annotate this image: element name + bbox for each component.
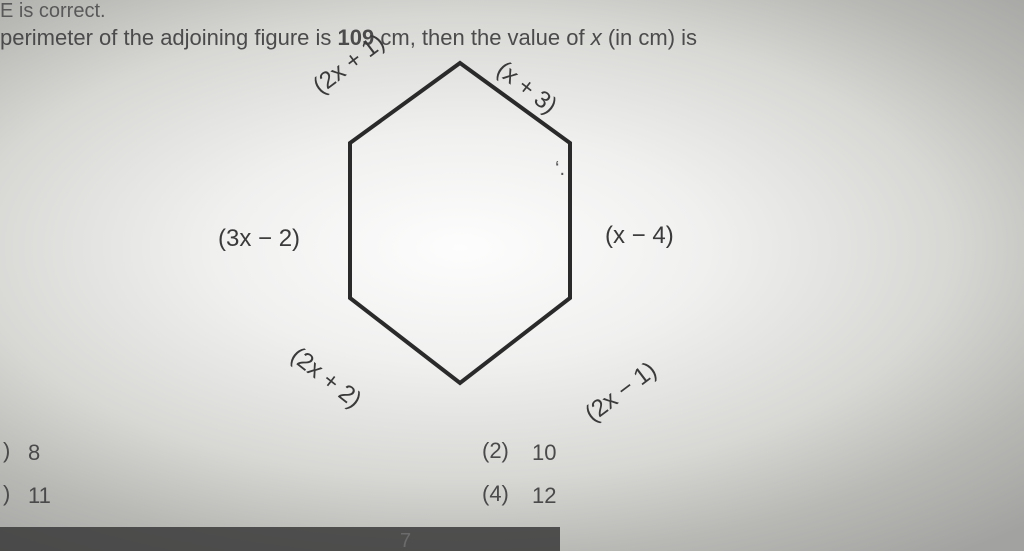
option-4-value: 12 xyxy=(532,483,556,509)
tick-mark: ‘. xyxy=(555,158,565,181)
question-prefix: perimeter of the adjoining figure is xyxy=(0,25,338,50)
option-4-marker: (4) xyxy=(482,481,509,507)
variable-x: x xyxy=(591,25,602,50)
option-2-value: 10 xyxy=(532,440,556,466)
bottom-dark-edge xyxy=(0,527,560,551)
side-label-mid-left: (3x − 2) xyxy=(218,225,300,253)
hexagon-svg xyxy=(280,48,640,398)
question-unit: cm, then the value of xyxy=(374,25,590,50)
fragment-top: E is correct. xyxy=(0,0,106,23)
option-1-value: 8 xyxy=(28,440,40,466)
option-3-marker: ) xyxy=(3,481,10,507)
option-2-marker: (2) xyxy=(482,438,509,464)
hexagon-figure xyxy=(280,48,640,418)
option-3-value: 11 xyxy=(28,483,51,509)
bottom-cut-number: 7 xyxy=(400,530,411,551)
page: E is correct. perimeter of the adjoining… xyxy=(0,0,1024,551)
side-label-mid-right: (x − 4) xyxy=(605,222,674,250)
option-1-marker: ) xyxy=(3,438,10,464)
question-suffix: (in cm) is xyxy=(602,25,697,50)
